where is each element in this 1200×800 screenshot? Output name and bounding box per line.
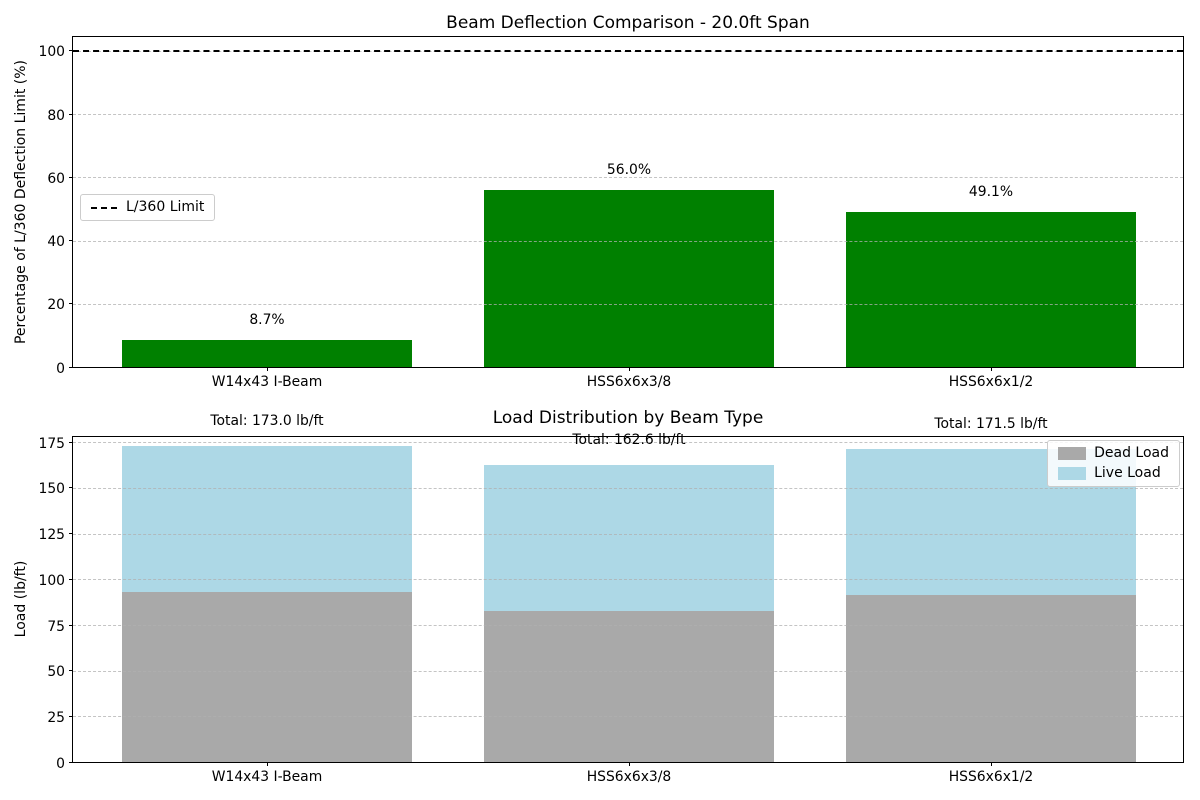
y-tick-mark: [69, 50, 73, 52]
bar-segment-live-load: [484, 464, 774, 612]
dashed-line-legend-swatch: [91, 206, 117, 209]
bar: [846, 211, 1136, 367]
x-tick-mark: [628, 367, 630, 371]
legend-row-dead-load: Dead Load: [1058, 446, 1169, 461]
bar-total-label: Total: 171.5 lb/ft: [934, 415, 1048, 432]
legend-row-live-load: Live Load: [1058, 466, 1161, 481]
y-tick-label: 25: [47, 709, 65, 726]
gridline: [73, 177, 1183, 179]
x-tick-mark: [990, 367, 992, 371]
gridline: [73, 303, 1183, 305]
bar-total-label: Total: 173.0 lb/ft: [210, 412, 324, 429]
y-tick-mark: [69, 624, 73, 626]
chart-2-title: Load Distribution by Beam Type: [492, 408, 764, 428]
chart-1-title: Beam Deflection Comparison - 20.0ft Span: [446, 13, 810, 33]
y-tick-mark: [69, 366, 73, 368]
gridline: [73, 625, 1183, 626]
y-tick-label: 0: [56, 755, 65, 772]
x-tick-label: W14x43 I-Beam: [211, 374, 323, 390]
y-tick-label: 125: [38, 527, 65, 544]
y-tick-label: 0: [56, 360, 65, 377]
y-tick-label: 20: [47, 297, 65, 314]
y-tick-mark: [69, 761, 73, 763]
y-tick-label: 60: [47, 170, 65, 187]
chart-2-plot: Dead Load Live Load Total: 173.0 lb/ft To…: [38, 413, 1184, 785]
bar-value-label: 49.1%: [968, 183, 1014, 200]
chart-2-legend: Dead Load Live Load: [1047, 440, 1180, 487]
y-tick-mark: [69, 487, 73, 489]
y-tick-label: 80: [47, 107, 65, 124]
bar-segment-dead-load: [122, 592, 412, 762]
x-tick-label: HSS6x6x3/8: [586, 374, 672, 390]
chart-1-plot: L/360 Limit 8.7% 56.0% 49.1% 0 20 40 60 80 100 W1…: [38, 36, 1184, 390]
y-tick-label: 100: [38, 572, 65, 589]
dead-load-legend-swatch: [1058, 447, 1087, 460]
y-tick-mark: [69, 240, 73, 242]
legend-label-live-load: Live Load: [1094, 465, 1161, 481]
legend-label-dead-load: Dead Load: [1094, 445, 1169, 461]
bar-segment-live-load: [122, 445, 412, 593]
y-tick-mark: [69, 113, 73, 115]
bar-total-label: Total: 162.6 lb/ft: [572, 431, 686, 448]
y-tick-label: 175: [38, 435, 65, 452]
bar: [484, 189, 774, 367]
bar-value-label: 56.0%: [606, 161, 652, 178]
y-tick-label: 75: [47, 618, 65, 635]
gridline: [73, 442, 1183, 444]
y-tick-mark: [69, 441, 73, 443]
x-tick-label: HSS6x6x3/8: [586, 769, 672, 785]
y-tick-label: 40: [47, 234, 65, 251]
bar-segment-dead-load: [484, 611, 774, 762]
x-tick-label: HSS6x6x1/2: [948, 374, 1034, 390]
y-tick-mark: [69, 715, 73, 717]
gridline: [73, 240, 1183, 242]
y-tick-label: 150: [38, 481, 65, 498]
gridline: [73, 716, 1183, 718]
gridline: [73, 114, 1183, 116]
y-tick-mark: [69, 176, 73, 178]
y-tick-mark: [69, 578, 73, 580]
bar: [122, 339, 412, 367]
gridline: [73, 670, 1183, 672]
reference-line: [73, 49, 1183, 52]
gridline: [73, 487, 1183, 489]
chart-2-y-axis-label: Load (lb/ft): [13, 560, 29, 638]
gridline: [73, 579, 1183, 581]
y-tick-mark: [69, 670, 73, 672]
y-tick-label: 100: [38, 44, 65, 61]
chart-1-legend: L/360 Limit: [80, 194, 216, 221]
x-tick-label: W14x43 I-Beam: [211, 769, 323, 785]
y-tick-label: 50: [47, 664, 65, 681]
x-tick-mark: [628, 762, 630, 766]
chart-1-y-axis-label: Percentage of L/360 Deflection Limit (%): [13, 59, 29, 345]
x-tick-mark: [266, 762, 268, 766]
x-tick-mark: [266, 367, 268, 371]
x-tick-label: HSS6x6x1/2: [948, 769, 1034, 785]
y-tick-mark: [69, 303, 73, 305]
legend-label-l360-limit: L/360 Limit: [126, 199, 205, 215]
x-tick-mark: [990, 762, 992, 766]
y-tick-mark: [69, 533, 73, 535]
bar-value-label: 8.7%: [249, 311, 285, 328]
gridline: [73, 533, 1183, 535]
live-load-legend-swatch: [1058, 467, 1087, 480]
bar-segment-dead-load: [846, 594, 1136, 762]
